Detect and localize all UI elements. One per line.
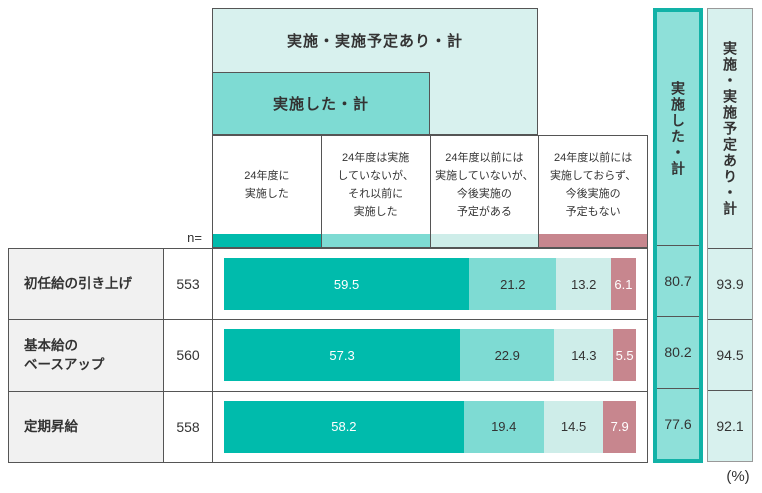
totals-column-implemented-header: 実施した・計 — [657, 12, 699, 245]
legend-swatch-implemented-fy24 — [213, 234, 321, 247]
group-header-implemented-or-planned-label: 実施・実施予定あり・計 — [286, 33, 463, 50]
totals-column-implemented: 実施した・計 80.7 80.2 77.6 — [653, 8, 703, 463]
stacked-bar: 57.3 22.9 14.3 5.5 — [224, 329, 636, 382]
row-label: 定期昇給 — [9, 391, 164, 462]
stacked-bar: 59.5 21.2 13.2 6.1 — [224, 258, 636, 311]
row-sample-size: 553 — [164, 249, 213, 320]
totals-column-implemented-or-planned: 実施・実施予定あり・計 93.9 94.5 92.1 — [707, 8, 753, 462]
bar-cell: 57.3 22.9 14.3 5.5 — [213, 320, 647, 390]
column-headers: 24年度に 実施した 24年度は実施 していないが、 それ以前に 実施した 24… — [212, 135, 648, 248]
column-header-label: 24年度に 実施した — [244, 169, 290, 200]
group-header-implemented-total: 実施した・計 — [212, 72, 430, 135]
unit-label: (%) — [726, 468, 750, 485]
table-row: 基本給の ベースアップ 560 57.3 22.9 14.3 5.5 — [9, 319, 647, 391]
column-header-label: 24年度以前には 実施していないが、 今後実施の 予定がある — [435, 151, 534, 219]
bar-cell: 59.5 21.2 13.2 6.1 — [213, 249, 647, 319]
bar-segment-planned: 14.5 — [543, 400, 604, 453]
row-sample-size: 560 — [164, 320, 213, 391]
planned-total-value: 92.1 — [708, 390, 752, 461]
bar-cell: 58.2 19.4 14.5 7.9 — [213, 392, 647, 462]
bar-segment-planned: 13.2 — [556, 258, 611, 311]
table-row: 定期昇給 558 58.2 19.4 14.5 7.9 — [9, 390, 647, 462]
bar-segment-no-plan: 6.1 — [610, 258, 636, 311]
column-header-no-plan: 24年度以前には 実施しておらず、 今後実施の 予定もない — [538, 135, 648, 248]
row-label: 基本給の ベースアップ — [9, 320, 164, 391]
column-header-label: 24年度は実施 していないが、 それ以前に 実施した — [337, 151, 414, 219]
row-label: 初任給の引き上げ — [9, 249, 164, 320]
legend-swatch-no-plan — [539, 234, 647, 247]
bar-segment-implemented-fy24: 58.2 — [224, 400, 464, 453]
planned-total-value: 93.9 — [708, 248, 752, 319]
bar-segment-no-plan: 7.9 — [603, 400, 636, 453]
data-table: 初任給の引き上げ 553 59.5 21.2 13.2 6.1 基本給の ベース… — [8, 248, 648, 463]
bar-segment-no-plan: 5.5 — [613, 329, 636, 382]
row-sample-size: 558 — [164, 391, 213, 462]
planned-total-value: 94.5 — [708, 319, 752, 390]
implemented-total-value: 80.7 — [657, 245, 699, 316]
column-header-implemented-fy24: 24年度に 実施した — [212, 135, 322, 248]
column-header-planned: 24年度以前には 実施していないが、 今後実施の 予定がある — [429, 135, 540, 248]
sample-size-header: n= — [187, 230, 202, 245]
bar-segment-implemented-earlier: 19.4 — [463, 400, 544, 453]
legend-swatch-implemented-earlier — [321, 234, 430, 247]
bar-segment-implemented-earlier: 21.2 — [469, 258, 557, 311]
totals-column-implemented-or-planned-label: 実施・実施予定あり・計 — [722, 40, 738, 217]
table-row: 初任給の引き上げ 553 59.5 21.2 13.2 6.1 — [9, 249, 647, 320]
totals-column-implemented-label: 実施した・計 — [670, 80, 686, 177]
legend-swatch-planned — [430, 234, 539, 247]
bar-segment-planned: 14.3 — [554, 329, 614, 382]
implemented-total-value: 80.2 — [657, 316, 699, 387]
bar-segment-implemented-fy24: 57.3 — [224, 329, 461, 382]
column-header-implemented-earlier: 24年度は実施 していないが、 それ以前に 実施した — [320, 135, 431, 248]
column-header-label: 24年度以前には 実施しておらず、 今後実施の 予定もない — [549, 151, 637, 219]
stacked-bar: 58.2 19.4 14.5 7.9 — [224, 400, 636, 453]
bar-segment-implemented-fy24: 59.5 — [224, 258, 470, 311]
totals-column-implemented-or-planned-header: 実施・実施予定あり・計 — [708, 9, 752, 248]
implemented-total-value: 77.6 — [657, 387, 699, 459]
bar-segment-implemented-earlier: 22.9 — [460, 329, 555, 382]
